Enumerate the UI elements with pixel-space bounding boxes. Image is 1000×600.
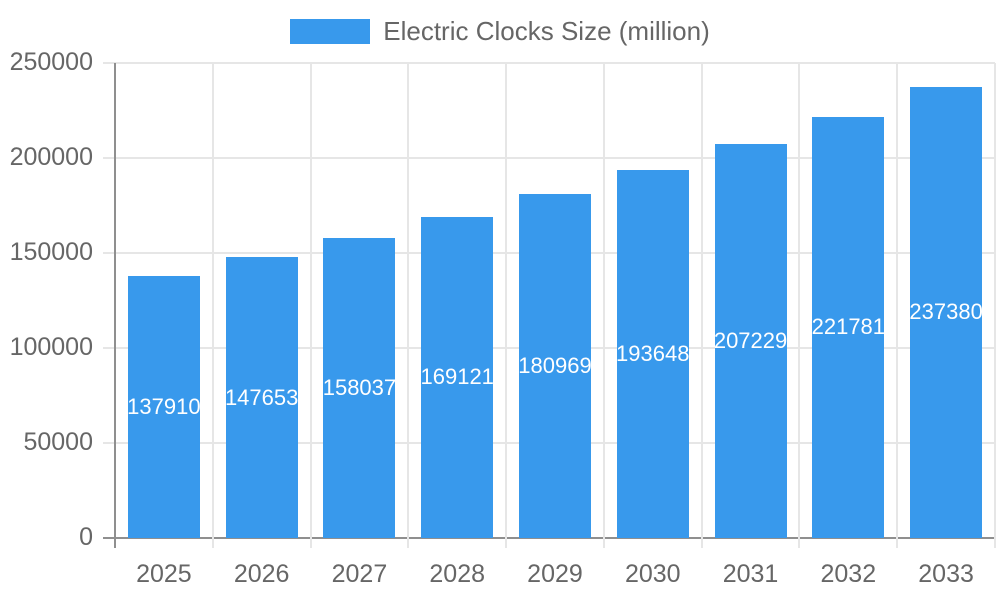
x-axis-tick-label: 2030 [624,560,681,588]
y-tick-mark [103,537,115,539]
x-axis-tick-label: 2027 [331,560,388,588]
y-axis-tick-label: 100000 [9,333,93,361]
x-gridline [896,63,899,548]
legend-swatch [290,19,371,44]
x-gridline [309,63,312,548]
bar-value-label: 221781 [812,314,885,340]
x-axis-tick-label: 2026 [233,560,290,588]
x-gridline [602,63,605,548]
x-gridline [798,63,801,548]
x-axis-tick-label: 2033 [918,560,974,588]
bar-value-label: 193648 [616,341,689,367]
y-gridline [115,157,995,159]
y-axis-tick-label: 50000 [23,428,93,456]
x-axis-tick-label: 2032 [820,560,877,588]
bar-value-label: 180969 [519,353,591,379]
bar[interactable]: 158037 [323,237,396,538]
x-axis-tick-label: 2028 [429,560,486,588]
x-gridline [211,63,214,548]
bar-value-label: 207229 [714,328,787,354]
y-axis-tick-label: 0 [79,523,93,551]
bar-value-label: 169121 [421,364,494,390]
bar[interactable]: 180969 [519,194,591,538]
bar[interactable]: 221781 [812,116,885,538]
x-axis-tick-label: 2025 [136,560,192,588]
x-gridline [505,63,508,548]
bar[interactable]: 137910 [127,275,200,538]
x-gridline [700,63,703,548]
x-axis-tick-label: 2029 [527,560,583,588]
y-axis-line [114,63,116,548]
bar[interactable]: 237380 [910,86,983,538]
x-gridline [994,63,996,548]
bar[interactable]: 147653 [225,257,298,538]
bar[interactable]: 169121 [421,216,494,538]
bar-value-label: 237380 [910,299,983,325]
legend-label: Electric Clocks Size (million) [383,16,710,46]
y-tick-mark [103,347,115,349]
bar[interactable]: 193648 [616,170,689,538]
y-tick-mark [103,157,115,159]
y-gridline [115,62,995,64]
bar[interactable]: 207229 [714,144,787,538]
bar-value-label: 147653 [225,384,298,410]
bar-value-label: 137910 [127,393,200,419]
legend-item[interactable]: Electric Clocks Size (million) [0,16,1000,47]
y-tick-mark [103,442,115,444]
bar-value-label: 158037 [323,374,396,400]
y-axis-tick-label: 200000 [9,143,93,171]
y-axis-tick-label: 150000 [9,238,93,266]
y-tick-mark [103,252,115,254]
x-gridline [407,63,410,548]
y-axis-tick-label: 250000 [9,48,93,76]
zero-gridline [115,537,995,539]
x-axis-tick-label: 2031 [722,560,779,588]
y-tick-mark [103,62,115,64]
